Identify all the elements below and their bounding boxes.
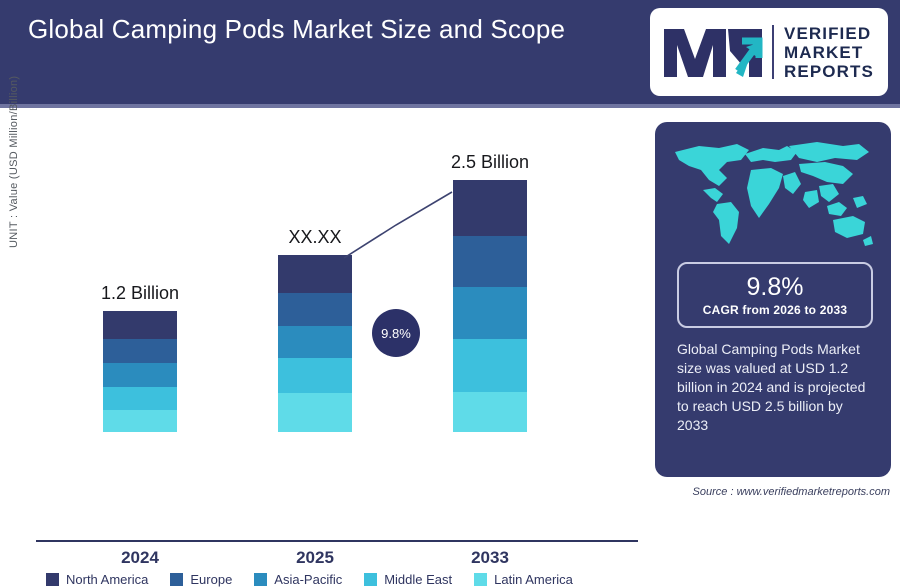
legend-item-asia-pacific[interactable]: Asia-Pacific [254,572,342,587]
chart: UNIT : Value (USD Million/Billion) 1.2 B… [0,76,645,587]
bar-segment-latin-america [103,409,177,432]
page-title: Global Camping Pods Market Size and Scop… [28,14,566,44]
legend-item-middle-east[interactable]: Middle East [364,572,452,587]
chart-legend: North America Europe Asia-Pacific Middle Ea… [46,572,573,587]
legend-swatch-icon [254,573,268,586]
bar-segment-europe [453,236,527,287]
bar-segment-middle-east [278,358,352,393]
legend-swatch-icon [46,573,59,586]
legend-item-north-america[interactable]: North America [46,572,148,587]
legend-label: North America [66,572,149,587]
cagr-caption: CAGR from 2026 to 2033 [702,302,848,317]
logo-divider [772,25,774,79]
bar-value-label-2033: 2.5 Billion [450,151,530,172]
bar-2033 [453,179,527,433]
bar-segment-latin-america [278,392,352,432]
bar-segment-asia-pacific [278,325,352,359]
legend-swatch-icon [170,573,184,586]
bar-value-label-2025: XX.XX [288,227,342,248]
x-tick-2033: 2033 [471,548,509,567]
logo-line-reports: REPORTS [784,61,874,81]
x-axis-line [36,540,638,542]
bar-2024 [103,310,177,432]
y-axis-label: UNIT : Value (USD Million/Billion) [8,75,20,248]
bar-2025 [278,255,352,432]
bar-segment-asia-pacific [103,363,177,387]
logo-line-market: MARKET [784,42,864,62]
legend-label: Asia-Pacific [274,572,343,587]
bar-segment-latin-america [453,391,527,432]
legend-label: Middle East [384,572,453,587]
legend-swatch-icon [474,573,488,586]
bar-segment-middle-east [453,339,527,392]
bar-value-label-2024: 1.2 Billion [100,282,180,303]
legend-swatch-icon [364,573,378,586]
bar-segment-north-america [453,179,527,237]
cagr-value: 9.8% [746,272,804,301]
x-tick-2025: 2025 [296,548,334,567]
x-tick-2024: 2024 [121,548,159,567]
logo-line-verified: VERIFIED [784,23,872,43]
legend-label: Latin America [494,572,573,587]
side-panel: 9.8% CAGR from 2026 to 2033 Global Campi… [655,122,891,477]
bar-segment-asia-pacific [453,286,527,340]
bar-segment-north-america [278,255,352,293]
bar-segment-europe [103,339,177,364]
bar-segment-middle-east [103,386,177,410]
bar-segment-north-america [103,310,177,340]
source-text: Source : www.verifiedmarketreports.com [692,486,890,498]
logo-wordmark: VERIFIED MARKET REPORTS [784,24,874,81]
legend-item-europe[interactable]: Europe [170,572,232,587]
cagr-bubble-label: 9.8% [381,325,411,341]
logo-card: VERIFIED MARKET REPORTS [650,8,888,96]
legend-label: Europe [190,572,233,587]
cagr-bubble: 9.8% [372,309,420,357]
header-underline [0,104,900,108]
bar-segment-europe [278,292,352,326]
world-map-icon [667,132,879,252]
cagr-box: 9.8% CAGR from 2026 to 2033 [677,262,873,328]
vmr-arrow-logo-icon [658,21,770,83]
legend-item-latin-america[interactable]: Latin America [474,572,573,587]
panel-description: Global Camping Pods Market size was valu… [677,341,866,433]
